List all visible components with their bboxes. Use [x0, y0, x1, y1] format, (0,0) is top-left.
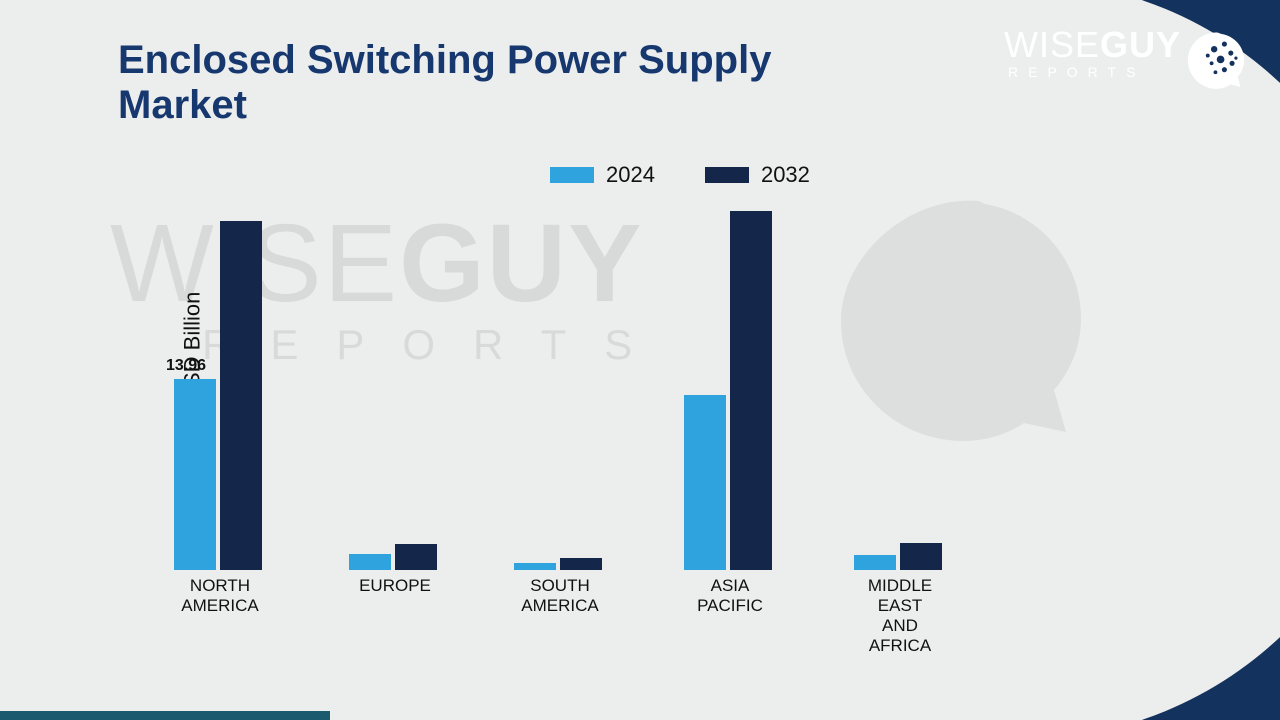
bar-2024: [514, 563, 556, 570]
legend: 2024 2032: [550, 162, 810, 188]
bar-2024: [174, 379, 216, 570]
brand-logo: WISEGUY REPORTS: [1004, 24, 1244, 80]
bar-2024: [349, 554, 391, 570]
chart-title: Enclosed Switching Power Supply Market: [118, 38, 838, 128]
legend-item-2032: 2032: [705, 162, 810, 188]
bar-2032: [900, 543, 942, 570]
category-label: EUROPE: [320, 576, 470, 596]
legend-label-2024: 2024: [606, 162, 655, 188]
bar-2024: [854, 555, 896, 570]
category-label: MIDDLEEASTANDAFRICA: [825, 576, 975, 656]
bar-2024: [684, 395, 726, 570]
bottom-accent-strip: [0, 711, 330, 720]
logo-text-b: GUY: [1100, 24, 1181, 65]
logo-head-icon: [1186, 30, 1250, 94]
category-label: SOUTHAMERICA: [485, 576, 635, 616]
plot-area: 13.96NORTHAMERICAEUROPESOUTHAMERICAASIAP…: [130, 200, 970, 570]
bar-2032: [220, 221, 262, 570]
category-label: NORTHAMERICA: [145, 576, 295, 616]
bar-2032: [730, 211, 772, 570]
bar-2032: [560, 558, 602, 570]
legend-item-2024: 2024: [550, 162, 655, 188]
bar-value-label: 13.96: [166, 357, 206, 375]
category-label: ASIAPACIFIC: [655, 576, 805, 616]
bar-2032: [395, 544, 437, 570]
logo-text-a: WISE: [1004, 24, 1100, 65]
chart-region: Market Size in USD Billion 2024 2032 13.…: [60, 150, 1000, 690]
legend-swatch-2024: [550, 167, 594, 183]
chart-canvas: WISEGUY REPORTS WISEGUY REPORTS Enclosed…: [0, 0, 1280, 720]
legend-label-2032: 2032: [761, 162, 810, 188]
legend-swatch-2032: [705, 167, 749, 183]
